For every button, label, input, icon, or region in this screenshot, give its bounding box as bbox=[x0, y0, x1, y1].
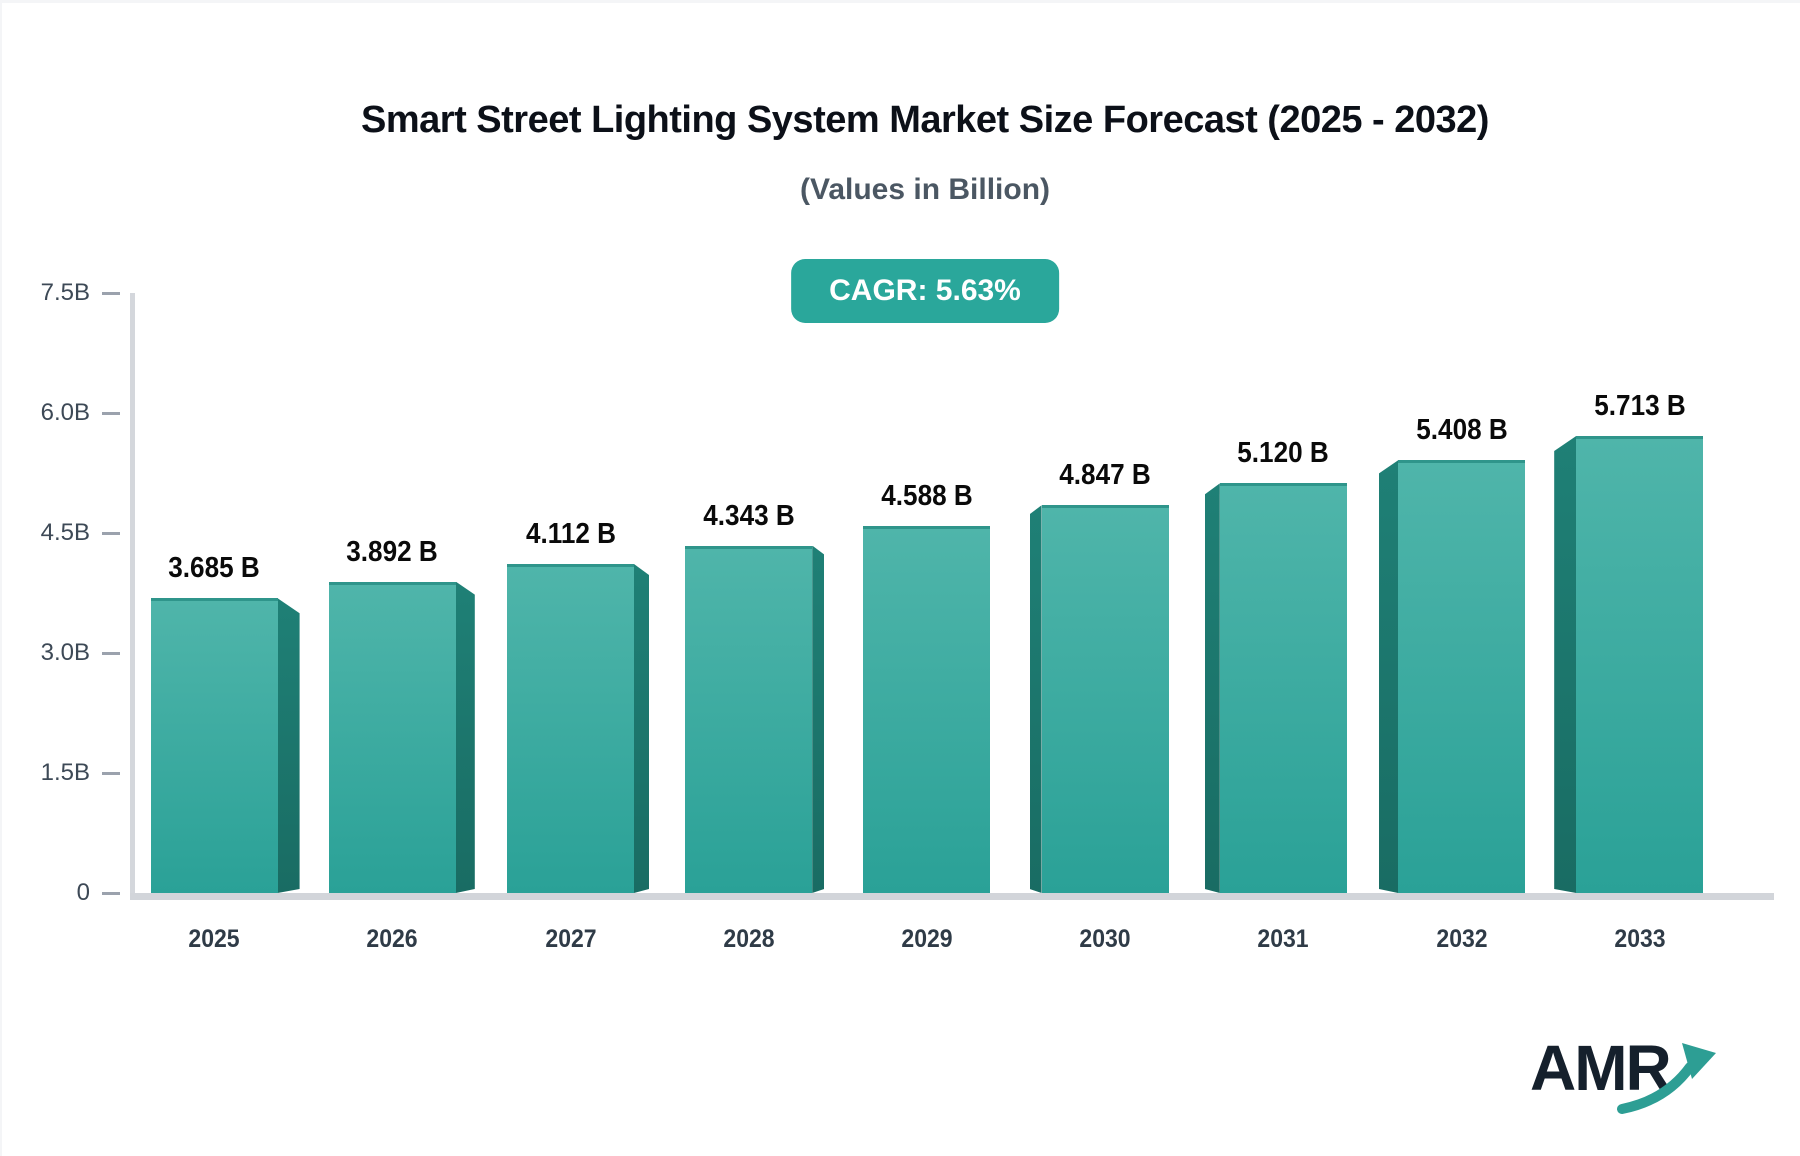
bar-value-label: 4.112 B bbox=[525, 518, 616, 551]
bar-face bbox=[1219, 483, 1347, 893]
x-axis-category-label: 2027 bbox=[544, 925, 597, 953]
cagr-badge: CAGR: 5.63% bbox=[791, 259, 1059, 323]
growth-arrow-icon bbox=[1617, 1043, 1716, 1114]
bar-3d-side bbox=[634, 564, 649, 893]
bar-3d-side bbox=[456, 582, 475, 893]
chart-subtitle: (Values in Billion) bbox=[799, 173, 1051, 206]
bar-chart: 0 1.5B 3.0B 4.5B 6.0B 7.5B 3.685 B 2025 3.892 B 2… bbox=[2, 3, 1800, 1156]
x-axis-category-label: 2029 bbox=[901, 925, 953, 953]
y-axis-tick-mark bbox=[102, 771, 120, 775]
y-axis-tick-label: 0 bbox=[76, 879, 90, 906]
bar-3d-side bbox=[1205, 483, 1220, 893]
bar-face bbox=[685, 545, 813, 893]
x-axis-category-label: 2030 bbox=[1079, 925, 1131, 953]
bar-face bbox=[1576, 435, 1704, 893]
bar-value-label: 4.343 B bbox=[702, 499, 795, 532]
x-axis-category-label: 2026 bbox=[366, 925, 418, 953]
bar-value-label: 5.408 B bbox=[1415, 414, 1508, 447]
y-axis-tick-label: 3.0B bbox=[40, 639, 90, 666]
bar bbox=[1379, 460, 1525, 893]
amr-logo: AMR bbox=[1530, 1029, 1740, 1119]
y-axis-tick-mark bbox=[102, 531, 120, 535]
bar-face bbox=[507, 564, 634, 893]
y-axis-tick-mark bbox=[102, 651, 120, 655]
bar-face bbox=[150, 598, 278, 893]
y-axis-tick-mark bbox=[102, 411, 120, 415]
y-axis-tick-mark bbox=[102, 891, 120, 895]
bar-value-label: 5.713 B bbox=[1593, 389, 1686, 422]
bar-3d-side bbox=[1554, 436, 1576, 893]
bar-3d-side bbox=[1379, 460, 1398, 893]
bar bbox=[328, 581, 475, 893]
x-axis-line bbox=[130, 893, 1774, 900]
x-axis-category-label: 2028 bbox=[723, 925, 775, 953]
y-axis-tick-label: 4.5B bbox=[40, 519, 90, 546]
bar bbox=[685, 545, 824, 893]
x-axis-category-label: 2033 bbox=[1614, 925, 1666, 953]
bar-3d-side bbox=[278, 598, 300, 893]
x-axis-category-label: 2025 bbox=[188, 925, 240, 953]
bar bbox=[863, 525, 991, 893]
bar bbox=[1030, 505, 1169, 893]
bar bbox=[1554, 435, 1704, 893]
x-axis-category-label: 2032 bbox=[1435, 925, 1488, 953]
bar bbox=[1205, 483, 1347, 893]
bar-face bbox=[1398, 460, 1525, 893]
chart-title: Smart Street Lighting System Market Size… bbox=[361, 99, 1489, 141]
y-axis-tick-label: 6.0B bbox=[40, 399, 90, 426]
bar-value-label: 3.685 B bbox=[168, 552, 260, 585]
bar-value-label: 3.892 B bbox=[346, 535, 439, 568]
bar-face bbox=[1041, 505, 1169, 893]
bar-3d-side bbox=[1030, 505, 1042, 893]
bar-value-label: 4.588 B bbox=[881, 479, 973, 512]
bar bbox=[507, 564, 649, 893]
bar bbox=[150, 598, 300, 893]
y-axis-tick-mark bbox=[102, 291, 120, 295]
y-axis-line bbox=[130, 293, 135, 900]
bar-face bbox=[863, 525, 991, 893]
y-axis-tick-label: 7.5B bbox=[40, 279, 90, 306]
bar-value-label: 4.847 B bbox=[1059, 459, 1151, 492]
x-axis-category-label: 2031 bbox=[1257, 925, 1309, 953]
y-axis-tick-label: 1.5B bbox=[40, 759, 90, 786]
bar-face bbox=[328, 581, 456, 893]
bar-value-label: 5.120 B bbox=[1237, 437, 1330, 470]
bar-3d-side bbox=[812, 546, 824, 893]
amr-logo-text: AMR bbox=[1530, 1032, 1672, 1104]
